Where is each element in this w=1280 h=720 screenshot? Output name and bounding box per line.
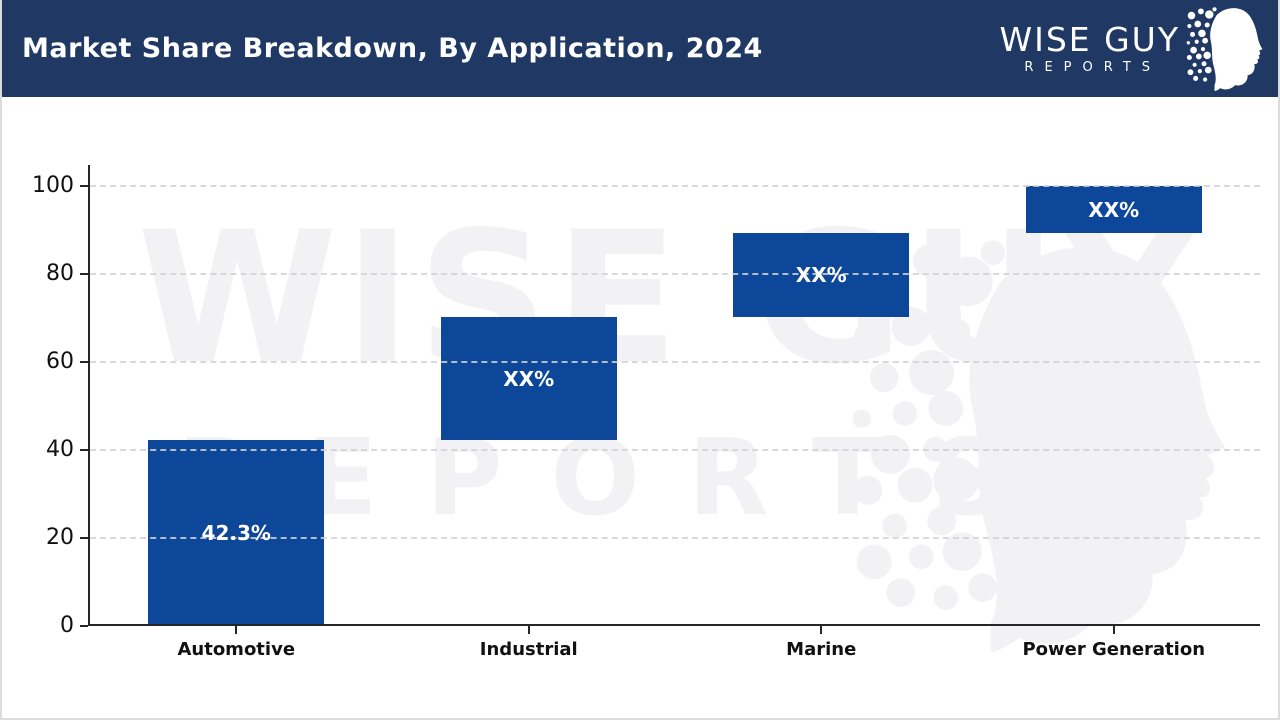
y-axis: [88, 165, 90, 626]
bar-automotive: [148, 439, 325, 626]
y-tick-label: 40: [46, 437, 74, 462]
y-tick-80: [80, 273, 88, 275]
header: Market Share Breakdown, By Application, …: [2, 0, 1278, 97]
y-tick-100: [80, 185, 88, 187]
gridline-100: [90, 185, 1260, 187]
bar-label: XX%: [795, 263, 847, 288]
y-tick-label: 100: [32, 173, 74, 198]
bar-marine: [733, 233, 910, 318]
x-tick-0: [235, 626, 238, 634]
wiseguy-logo: WISE GUY REPORTS: [999, 3, 1268, 95]
bar-label: XX%: [1088, 197, 1140, 222]
y-tick-label: 80: [46, 261, 74, 286]
x-tick-label: Power Generation: [1022, 639, 1206, 660]
x-tick-label: Marine: [786, 639, 857, 660]
x-tick-label: Industrial: [479, 639, 578, 660]
gridline-80: [90, 273, 1260, 275]
y-tick-label: 0: [60, 613, 74, 638]
logo-text: WISE GUY REPORTS: [999, 23, 1180, 74]
gridline-60: [90, 361, 1260, 363]
y-tick-60: [80, 361, 88, 363]
x-tick-label: Automotive: [177, 639, 296, 660]
y-tick-0: [80, 625, 88, 627]
y-tick-40: [80, 449, 88, 451]
gridline-20: [90, 537, 1260, 539]
x-axis: [88, 624, 1260, 626]
bar-label: 42.3%: [201, 520, 271, 545]
page-title: Market Share Breakdown, By Application, …: [22, 33, 763, 64]
logo-face-icon: [1182, 3, 1268, 95]
logo-wordmark: WISE GUY: [999, 20, 1180, 59]
y-tick-20: [80, 537, 88, 539]
x-tick-3: [1112, 626, 1115, 634]
x-tick-2: [820, 626, 823, 634]
logo-subtitle: REPORTS: [1024, 60, 1162, 75]
bar-power-generation: [1025, 186, 1202, 234]
bar-label: XX%: [503, 366, 555, 391]
gridline-40: [90, 449, 1260, 451]
x-tick-1: [527, 626, 530, 634]
y-tick-label: 20: [46, 525, 74, 550]
y-tick-label: 60: [46, 349, 74, 374]
bar-industrial: [440, 317, 617, 440]
